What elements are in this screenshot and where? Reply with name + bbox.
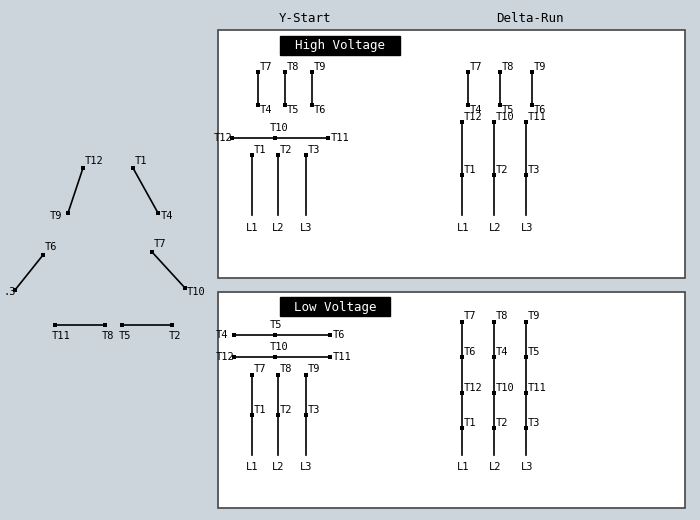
Text: L3: L3 [521, 462, 533, 472]
Text: T3: T3 [528, 418, 540, 428]
Text: T1: T1 [464, 165, 477, 175]
Text: T12: T12 [464, 383, 483, 393]
Text: T12: T12 [464, 112, 483, 122]
Text: L2: L2 [272, 462, 284, 472]
Text: T11: T11 [333, 352, 351, 362]
Text: L2: L2 [489, 223, 501, 233]
Text: High Voltage: High Voltage [295, 40, 385, 53]
Text: T10: T10 [270, 342, 288, 352]
Text: Delta-Run: Delta-Run [496, 11, 564, 24]
Text: L1: L1 [246, 462, 258, 472]
Text: T3: T3 [308, 405, 321, 415]
Text: T11: T11 [331, 133, 350, 143]
Text: T9: T9 [308, 364, 321, 374]
Text: T4: T4 [496, 347, 508, 357]
Bar [218, 30, 685, 278]
Text: L2: L2 [272, 223, 284, 233]
Text: T11: T11 [52, 331, 71, 341]
Text: T1: T1 [135, 156, 148, 166]
Text: T4: T4 [161, 211, 174, 221]
Text: Y-Start: Y-Start [279, 11, 331, 24]
Text: T9: T9 [534, 62, 547, 72]
Text: T12: T12 [216, 352, 235, 362]
Text: T6: T6 [534, 105, 547, 115]
Text: T2: T2 [280, 405, 293, 415]
Text: L1: L1 [246, 223, 258, 233]
Text: T9: T9 [528, 311, 540, 321]
Text: T3: T3 [308, 145, 321, 155]
Text: T1: T1 [254, 145, 267, 155]
Text: T2: T2 [169, 331, 181, 341]
Text: T12: T12 [214, 133, 232, 143]
Text: T7: T7 [260, 62, 272, 72]
Text: T3: T3 [528, 165, 540, 175]
Text: L3: L3 [300, 462, 312, 472]
Text: T4: T4 [470, 105, 482, 115]
Text: T4: T4 [216, 330, 228, 340]
Text: .3: .3 [3, 287, 15, 297]
Text: T6: T6 [464, 347, 477, 357]
Text: T5: T5 [502, 105, 514, 115]
Bar [218, 292, 685, 508]
Text: T6: T6 [333, 330, 346, 340]
Text: T1: T1 [464, 418, 477, 428]
Text: T11: T11 [528, 112, 547, 122]
Text: T11: T11 [528, 383, 547, 393]
Text: T7: T7 [470, 62, 482, 72]
Text: T2: T2 [496, 165, 508, 175]
Text: L1: L1 [457, 462, 470, 472]
Text: T7: T7 [154, 239, 167, 249]
Text: T5: T5 [119, 331, 132, 341]
Text: T5: T5 [287, 105, 300, 115]
Text: T2: T2 [496, 418, 508, 428]
Text: T7: T7 [464, 311, 477, 321]
Bar [280, 297, 390, 316]
Text: T10: T10 [496, 383, 514, 393]
Text: T6: T6 [45, 242, 57, 252]
Text: T10: T10 [187, 287, 206, 297]
Text: T9: T9 [314, 62, 326, 72]
Bar [280, 36, 400, 55]
Text: T8: T8 [280, 364, 293, 374]
Text: T10: T10 [496, 112, 514, 122]
Text: T10: T10 [270, 123, 288, 133]
Text: T4: T4 [260, 105, 272, 115]
Text: T8: T8 [496, 311, 508, 321]
Text: T2: T2 [280, 145, 293, 155]
Text: T9: T9 [50, 211, 62, 221]
Text: T6: T6 [314, 105, 326, 115]
Text: L1: L1 [457, 223, 470, 233]
Text: L3: L3 [521, 223, 533, 233]
Text: L3: L3 [300, 223, 312, 233]
Text: T1: T1 [254, 405, 267, 415]
Text: Low Voltage: Low Voltage [294, 301, 377, 314]
Text: T5: T5 [270, 320, 283, 330]
Text: T7: T7 [254, 364, 267, 374]
Text: T8: T8 [287, 62, 300, 72]
Text: L2: L2 [489, 462, 501, 472]
Text: T8: T8 [502, 62, 514, 72]
Text: T12: T12 [85, 156, 104, 166]
Text: T5: T5 [528, 347, 540, 357]
Text: T8: T8 [102, 331, 115, 341]
